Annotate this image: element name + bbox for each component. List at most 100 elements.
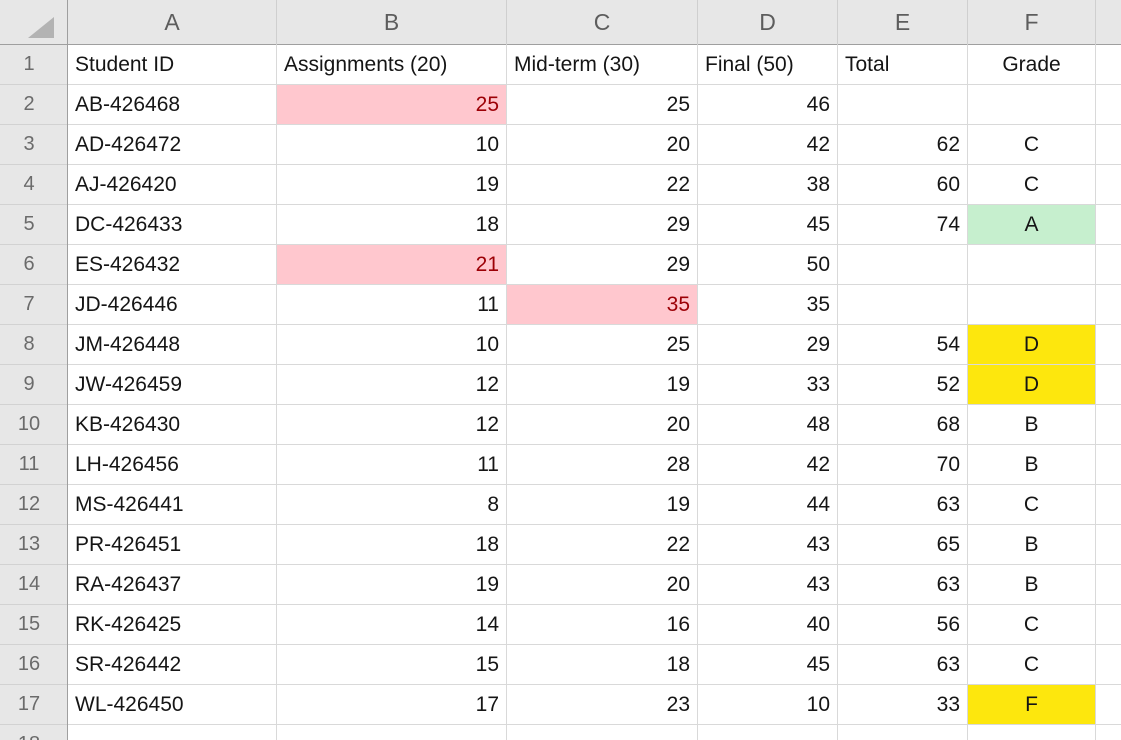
cell-C2[interactable]: 25 (507, 85, 698, 125)
cell-C5[interactable]: 29 (507, 205, 698, 245)
cell-C11[interactable]: 28 (507, 445, 698, 485)
cell-B14[interactable]: 19 (277, 565, 507, 605)
cell-D15[interactable]: 40 (698, 605, 838, 645)
cell-B8[interactable]: 10 (277, 325, 507, 365)
cell-B9[interactable]: 12 (277, 365, 507, 405)
cell-C8[interactable]: 25 (507, 325, 698, 365)
row-header-16[interactable]: 16 (0, 645, 67, 685)
cell-B4[interactable]: 19 (277, 165, 507, 205)
cell-F16[interactable]: C (968, 645, 1096, 685)
cell-E11[interactable]: 70 (838, 445, 968, 485)
cell-A18[interactable] (68, 725, 277, 740)
cell-C17[interactable]: 23 (507, 685, 698, 725)
row-header-3[interactable]: 3 (0, 125, 67, 165)
row-header-11[interactable]: 11 (0, 445, 67, 485)
cell-E16[interactable]: 63 (838, 645, 968, 685)
cell-C3[interactable]: 20 (507, 125, 698, 165)
cell-B3[interactable]: 10 (277, 125, 507, 165)
cell-F7[interactable] (968, 285, 1096, 325)
row-header-2[interactable]: 2 (0, 85, 67, 125)
cell-D9[interactable]: 33 (698, 365, 838, 405)
cell-A17[interactable]: WL-426450 (68, 685, 277, 725)
cell-A8[interactable]: JM-426448 (68, 325, 277, 365)
cell-D8[interactable]: 29 (698, 325, 838, 365)
cell-C9[interactable]: 19 (507, 365, 698, 405)
cell-C1[interactable]: Mid-term (30) (507, 45, 698, 85)
cell-F14[interactable]: B (968, 565, 1096, 605)
cell-G8[interactable] (1096, 325, 1121, 365)
cell-E15[interactable]: 56 (838, 605, 968, 645)
cell-E9[interactable]: 52 (838, 365, 968, 405)
cell-G12[interactable] (1096, 485, 1121, 525)
cell-F11[interactable]: B (968, 445, 1096, 485)
row-header-5[interactable]: 5 (0, 205, 67, 245)
cell-A2[interactable]: AB-426468 (68, 85, 277, 125)
cell-B2[interactable]: 25 (277, 85, 507, 125)
row-header-8[interactable]: 8 (0, 325, 67, 365)
cell-E7[interactable] (838, 285, 968, 325)
cell-F5[interactable]: A (968, 205, 1096, 245)
cell-D3[interactable]: 42 (698, 125, 838, 165)
column-header-C[interactable]: C (507, 0, 698, 45)
row-header-18[interactable]: 18 (0, 725, 67, 740)
row-header-9[interactable]: 9 (0, 365, 67, 405)
cell-C6[interactable]: 29 (507, 245, 698, 285)
cell-A14[interactable]: RA-426437 (68, 565, 277, 605)
cell-E13[interactable]: 65 (838, 525, 968, 565)
cell-C4[interactable]: 22 (507, 165, 698, 205)
cell-G3[interactable] (1096, 125, 1121, 165)
cell-E3[interactable]: 62 (838, 125, 968, 165)
cell-A4[interactable]: AJ-426420 (68, 165, 277, 205)
cell-B5[interactable]: 18 (277, 205, 507, 245)
cell-F12[interactable]: C (968, 485, 1096, 525)
cell-G18[interactable] (1096, 725, 1121, 740)
cell-A3[interactable]: AD-426472 (68, 125, 277, 165)
cell-F1[interactable]: Grade (968, 45, 1096, 85)
cell-E17[interactable]: 33 (838, 685, 968, 725)
row-header-10[interactable]: 10 (0, 405, 67, 445)
cell-E18[interactable] (838, 725, 968, 740)
column-header-B[interactable]: B (277, 0, 507, 45)
cell-C12[interactable]: 19 (507, 485, 698, 525)
column-header-partial[interactable] (1096, 0, 1121, 45)
cell-F15[interactable]: C (968, 605, 1096, 645)
cell-B13[interactable]: 18 (277, 525, 507, 565)
cell-A12[interactable]: MS-426441 (68, 485, 277, 525)
cell-F8[interactable]: D (968, 325, 1096, 365)
cell-C18[interactable] (507, 725, 698, 740)
cell-B18[interactable] (277, 725, 507, 740)
column-header-F[interactable]: F (968, 0, 1096, 45)
row-header-7[interactable]: 7 (0, 285, 67, 325)
cell-D18[interactable] (698, 725, 838, 740)
cell-E5[interactable]: 74 (838, 205, 968, 245)
cell-G1[interactable] (1096, 45, 1121, 85)
cell-B16[interactable]: 15 (277, 645, 507, 685)
select-all-corner[interactable] (0, 0, 68, 45)
cell-G11[interactable] (1096, 445, 1121, 485)
cell-B15[interactable]: 14 (277, 605, 507, 645)
cell-A1[interactable]: Student ID (68, 45, 277, 85)
cell-D14[interactable]: 43 (698, 565, 838, 605)
cell-A16[interactable]: SR-426442 (68, 645, 277, 685)
cell-C10[interactable]: 20 (507, 405, 698, 445)
cell-G16[interactable] (1096, 645, 1121, 685)
cell-C7[interactable]: 35 (507, 285, 698, 325)
cell-D6[interactable]: 50 (698, 245, 838, 285)
cell-G5[interactable] (1096, 205, 1121, 245)
cell-B17[interactable]: 17 (277, 685, 507, 725)
cell-A10[interactable]: KB-426430 (68, 405, 277, 445)
cell-G17[interactable] (1096, 685, 1121, 725)
cell-A15[interactable]: RK-426425 (68, 605, 277, 645)
cell-E2[interactable] (838, 85, 968, 125)
cell-G2[interactable] (1096, 85, 1121, 125)
cell-E8[interactable]: 54 (838, 325, 968, 365)
cell-C15[interactable]: 16 (507, 605, 698, 645)
cell-A7[interactable]: JD-426446 (68, 285, 277, 325)
row-header-14[interactable]: 14 (0, 565, 67, 605)
cell-F10[interactable]: B (968, 405, 1096, 445)
cell-D4[interactable]: 38 (698, 165, 838, 205)
cell-C16[interactable]: 18 (507, 645, 698, 685)
cell-B6[interactable]: 21 (277, 245, 507, 285)
cell-B1[interactable]: Assignments (20) (277, 45, 507, 85)
cell-G13[interactable] (1096, 525, 1121, 565)
